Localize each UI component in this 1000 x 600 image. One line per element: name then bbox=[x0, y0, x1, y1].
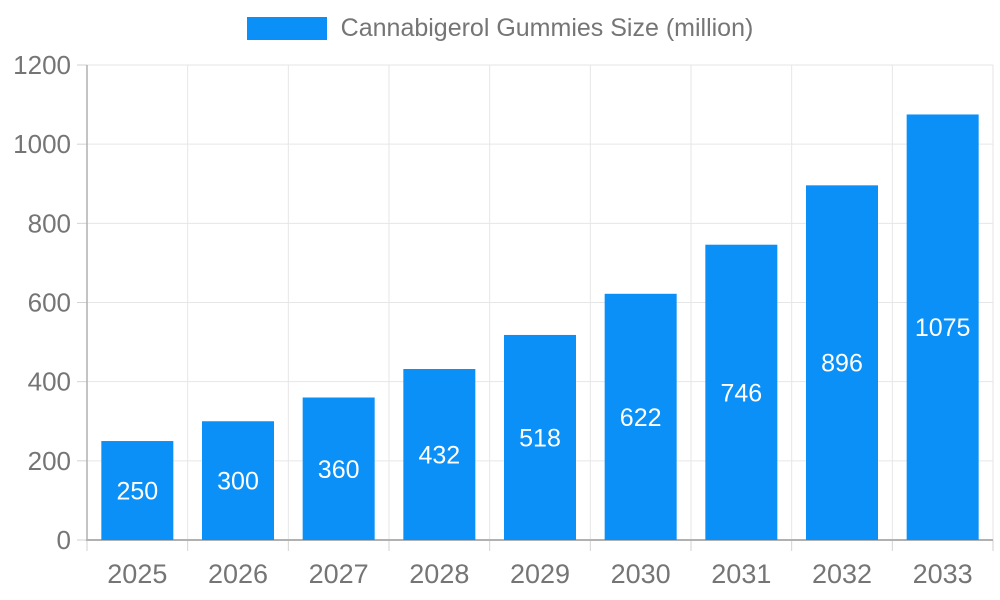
x-axis-label: 2026 bbox=[208, 559, 268, 589]
y-axis-label: 800 bbox=[28, 208, 71, 238]
y-axis-label: 400 bbox=[28, 367, 71, 397]
legend-label: Cannabigerol Gummies Size (million) bbox=[340, 14, 754, 42]
legend-swatch bbox=[246, 17, 327, 40]
x-axis-label: 2029 bbox=[510, 559, 570, 589]
bar-value-label: 432 bbox=[418, 442, 460, 470]
y-axis-label: 1200 bbox=[13, 50, 71, 80]
bar-2031 bbox=[705, 244, 778, 541]
bar-value-label: 300 bbox=[217, 468, 259, 496]
x-axis-label: 2030 bbox=[611, 559, 671, 589]
y-axis-label: 600 bbox=[28, 288, 71, 318]
x-axis-label: 2027 bbox=[309, 559, 369, 589]
x-axis-label: 2025 bbox=[107, 559, 167, 589]
x-axis-label: 2033 bbox=[913, 559, 973, 589]
x-axis-label: 2031 bbox=[711, 559, 771, 589]
bar-value-label: 518 bbox=[519, 424, 561, 452]
bar-2028 bbox=[403, 369, 476, 540]
bar-value-label: 896 bbox=[821, 350, 863, 378]
bar-2025 bbox=[101, 441, 174, 540]
bar-2027 bbox=[302, 397, 375, 540]
bar-value-label: 360 bbox=[318, 456, 360, 484]
bar-2030 bbox=[604, 293, 677, 540]
x-axis-label: 2028 bbox=[409, 559, 469, 589]
y-axis-label: 0 bbox=[57, 525, 71, 555]
bar-2029 bbox=[504, 334, 576, 540]
bar-value-label: 746 bbox=[720, 379, 762, 407]
bar-value-label: 622 bbox=[620, 404, 662, 432]
y-axis-label: 1000 bbox=[13, 129, 71, 159]
bar-2026 bbox=[202, 421, 274, 540]
bar-value-label: 1075 bbox=[915, 314, 971, 342]
x-axis-label: 2032 bbox=[812, 559, 872, 589]
bar-value-label: 250 bbox=[116, 478, 158, 506]
legend: Cannabigerol Gummies Size (million) bbox=[0, 14, 1000, 43]
bar-2033 bbox=[906, 114, 979, 541]
bar-2032 bbox=[806, 185, 878, 541]
y-axis-label: 200 bbox=[28, 446, 71, 476]
